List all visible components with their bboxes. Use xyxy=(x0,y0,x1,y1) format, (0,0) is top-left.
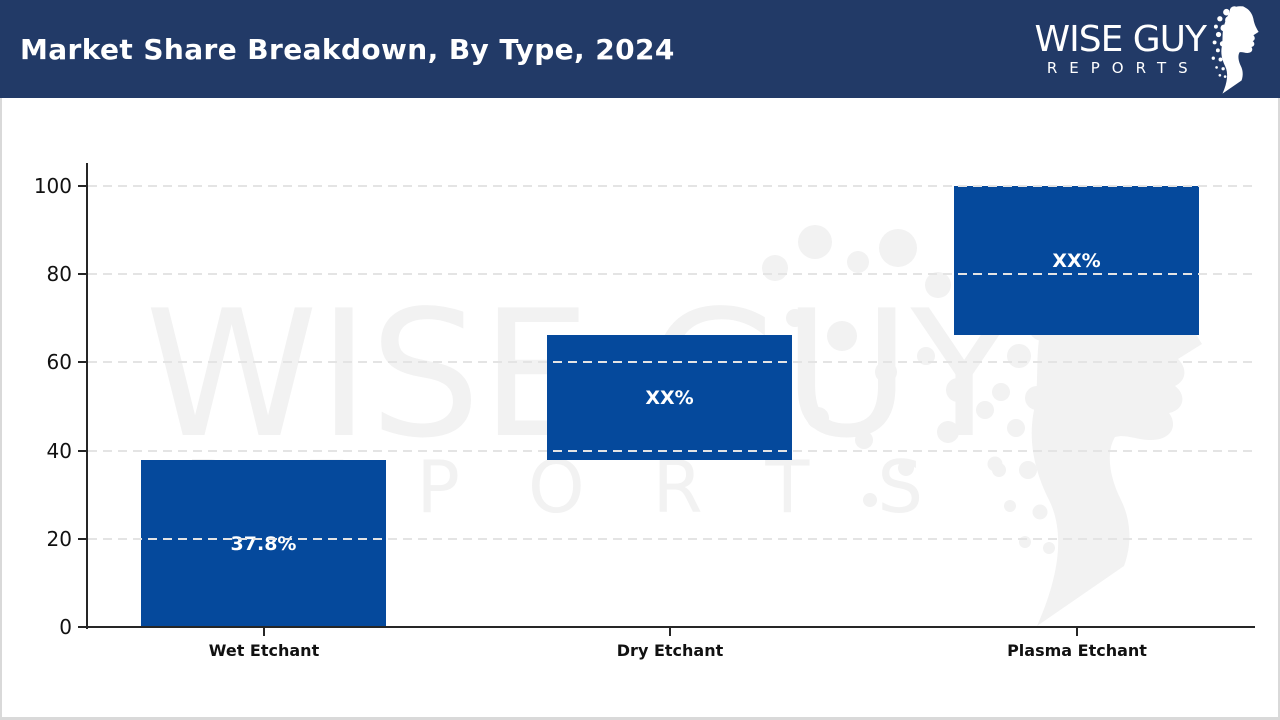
y-tickmark-80 xyxy=(78,273,86,276)
bar-1: XX% xyxy=(547,335,792,461)
brand-logo: WISE GUY REPORTS xyxy=(1035,4,1267,94)
y-tick-label-0: 0 xyxy=(59,615,72,639)
brand-face-icon xyxy=(1200,3,1266,95)
y-tickmark-20 xyxy=(78,537,86,540)
y-tick-label-20: 20 xyxy=(46,526,72,551)
brand-subtitle: REPORTS xyxy=(1046,59,1200,77)
y-axis-line xyxy=(86,163,88,629)
y-tickmark-60 xyxy=(78,361,86,364)
brand-text: WISE GUY REPORTS xyxy=(1034,19,1207,78)
brand-wordmark: WISE GUY xyxy=(1034,19,1207,60)
gridline-40 xyxy=(88,449,1255,452)
bar-value-label-1: XX% xyxy=(645,386,694,409)
header-bar: Market Share Breakdown, By Type, 2024 WI… xyxy=(0,0,1280,98)
bar-2: XX% xyxy=(954,186,1199,336)
x-tickmark-2 xyxy=(1076,628,1078,636)
y-tickmark-40 xyxy=(78,449,86,452)
bar-0: 37.8% xyxy=(141,460,386,627)
x-tickmark-1 xyxy=(669,628,671,636)
y-tick-label-100: 100 xyxy=(33,174,72,198)
y-tickmark-100 xyxy=(78,185,86,187)
x-axis-line xyxy=(86,626,1255,628)
x-tick-label-1: Dry Etchant xyxy=(616,641,724,660)
y-tick-label-80: 80 xyxy=(46,262,72,287)
gridline-20 xyxy=(88,537,1255,540)
bar-value-label-0: 37.8% xyxy=(230,532,297,555)
x-tickmark-0 xyxy=(263,628,265,636)
x-tick-label-2: Plasma Etchant xyxy=(1007,641,1147,660)
gridline-80 xyxy=(88,273,1255,276)
x-tick-label-0: Wet Etchant xyxy=(208,641,320,660)
y-tickmark-0 xyxy=(78,626,86,628)
y-tick-label-40: 40 xyxy=(46,438,72,463)
page-title: Market Share Breakdown, By Type, 2024 xyxy=(20,32,675,66)
bar-value-label-2: XX% xyxy=(1052,249,1101,272)
y-tick-label-60: 60 xyxy=(46,350,72,375)
gridline-60 xyxy=(88,361,1255,364)
gridline-100 xyxy=(88,185,1255,187)
